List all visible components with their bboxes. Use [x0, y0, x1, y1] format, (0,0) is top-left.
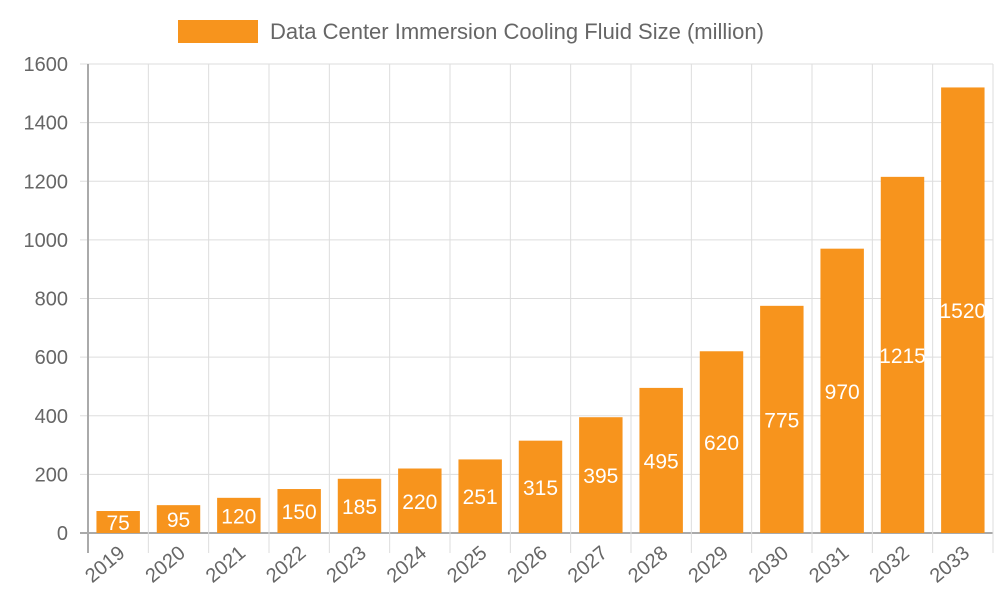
bar-2030[interactable]: [760, 305, 804, 533]
legend[interactable]: Data Center Immersion Cooling Fluid Size…: [178, 19, 764, 44]
bar-2024[interactable]: [398, 468, 442, 533]
bar-2022[interactable]: [277, 489, 321, 533]
y-tick-label: 1600: [24, 54, 69, 76]
bar-2019[interactable]: [96, 511, 140, 533]
data-label: 395: [583, 465, 618, 488]
y-tick-label: 1000: [24, 230, 69, 252]
bar-2033[interactable]: [941, 87, 985, 533]
data-label: 970: [825, 381, 860, 404]
data-label: 220: [402, 491, 437, 514]
data-label: 495: [644, 450, 679, 473]
bar-2032[interactable]: [880, 176, 925, 533]
data-label: 315: [523, 477, 558, 500]
bar-2028[interactable]: [639, 387, 683, 533]
y-tick-label: 1400: [24, 113, 69, 135]
data-label: 95: [167, 509, 190, 532]
bar-2026[interactable]: [518, 440, 563, 533]
y-tick-label: 200: [35, 464, 68, 486]
legend-label: Data Center Immersion Cooling Fluid Size…: [270, 19, 764, 44]
data-label: 1215: [879, 345, 926, 368]
bar-2023[interactable]: [337, 478, 382, 533]
data-label: 120: [221, 505, 256, 528]
bar-2029[interactable]: [699, 351, 744, 533]
y-tick-label: 800: [35, 289, 68, 311]
bar-2027[interactable]: [579, 417, 623, 533]
legend-swatch: [178, 20, 258, 43]
bar-2021[interactable]: [217, 497, 261, 533]
y-tick-label: 0: [57, 523, 68, 545]
data-label: 775: [764, 409, 799, 432]
data-label: 75: [106, 512, 129, 535]
data-label: 620: [704, 432, 739, 455]
bar-2020[interactable]: [156, 505, 201, 533]
y-tick-label: 400: [35, 406, 68, 428]
data-label: 185: [342, 496, 377, 519]
data-label: 1520: [939, 300, 986, 323]
bar-2031[interactable]: [820, 248, 864, 533]
y-tick-label: 600: [35, 347, 68, 369]
y-tick-label: 1200: [24, 171, 69, 193]
data-label: 251: [463, 486, 498, 509]
data-label: 150: [282, 501, 317, 524]
bar-2025[interactable]: [458, 459, 502, 533]
